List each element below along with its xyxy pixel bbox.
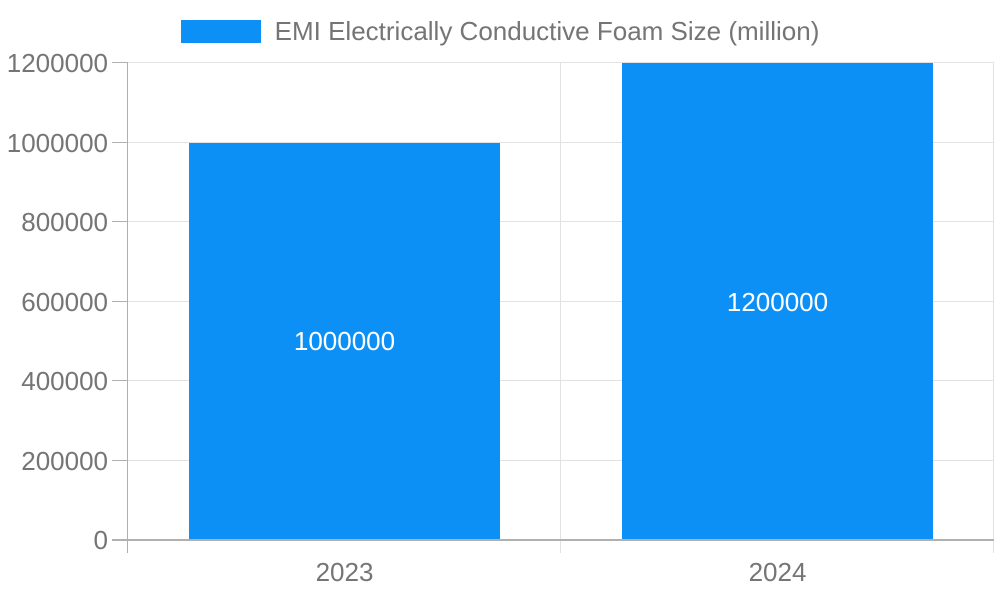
y-tick-label: 200000 bbox=[21, 445, 108, 476]
y-tick-label: 1000000 bbox=[6, 127, 108, 158]
grid-line bbox=[128, 62, 994, 63]
x-tick-label: 2023 bbox=[315, 557, 374, 587]
tick-mark bbox=[112, 141, 128, 143]
x-axis-line bbox=[112, 539, 994, 541]
y-tick-label: 1200000 bbox=[6, 48, 108, 78]
legend-swatch bbox=[180, 19, 261, 43]
grid-line bbox=[993, 63, 994, 553]
y-tick-label: 800000 bbox=[21, 207, 108, 237]
grid-line bbox=[560, 63, 561, 553]
bar-value-label: 1200000 bbox=[726, 286, 829, 317]
legend: EMI Electrically Conductive Foam Size (m… bbox=[0, 15, 1000, 47]
tick-mark bbox=[112, 300, 128, 302]
tick-mark bbox=[112, 459, 128, 461]
bar-2023[interactable] bbox=[189, 142, 500, 540]
bar-2024[interactable] bbox=[622, 63, 933, 540]
y-tick-label: 600000 bbox=[21, 286, 108, 317]
x-tick-label: 2024 bbox=[748, 557, 807, 587]
tick-mark bbox=[112, 62, 128, 63]
grid-line bbox=[128, 459, 994, 461]
y-tick-label: 0 bbox=[93, 525, 108, 555]
grid-line bbox=[128, 380, 994, 381]
tick-mark bbox=[112, 380, 128, 381]
grid-line bbox=[128, 141, 994, 143]
tick-mark bbox=[112, 539, 128, 540]
grid-line bbox=[128, 300, 994, 302]
tick-mark bbox=[112, 221, 128, 222]
legend-label: EMI Electrically Conductive Foam Size (m… bbox=[274, 15, 820, 46]
y-axis-line bbox=[127, 63, 128, 553]
bar-value-label: 1000000 bbox=[293, 326, 396, 357]
grid-line bbox=[128, 221, 994, 222]
y-tick-label: 400000 bbox=[21, 366, 108, 396]
